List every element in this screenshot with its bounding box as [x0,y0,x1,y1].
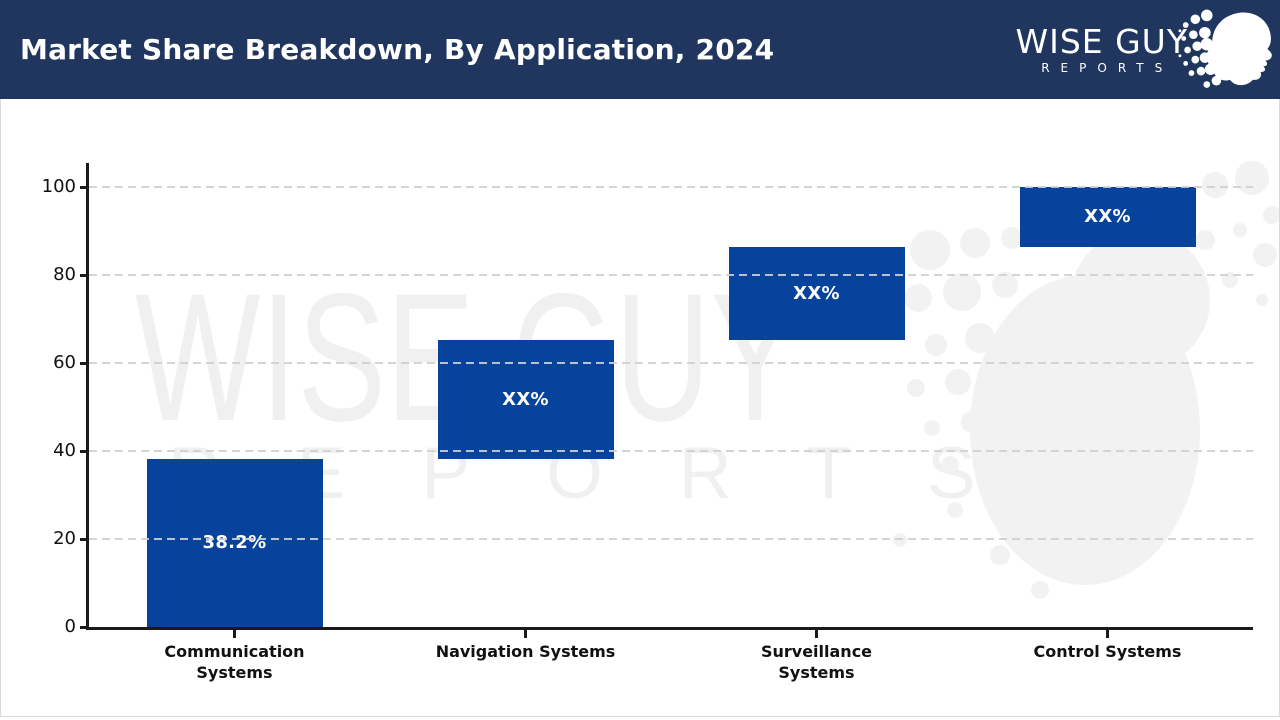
category-label-line: Surveillance [760,642,873,661]
page-title: Market Share Breakdown, By Application, … [20,33,775,66]
x-axis-line [86,627,1253,630]
logo-face-icon [1178,9,1272,88]
category-label-line: Control Systems [1033,642,1182,661]
y-axis-tick-60 [80,361,89,365]
y-axis-tick-80 [80,273,89,277]
bar-value-label: 38.2% [202,532,267,554]
category-label-3: Surveillance Systems [687,641,947,683]
y-tick-label-20: 20 [53,528,76,549]
bar-value-label: XX% [793,282,840,304]
bar-1: 38.2% [146,458,323,627]
gridline-40 [89,450,1253,452]
y-tick-label-0: 0 [64,616,76,637]
y-tick-label-80: 80 [53,264,76,285]
gridline-60 [89,362,1253,364]
category-label-4: Control Systems [978,641,1238,662]
y-axis-line [86,163,89,630]
x-axis-tick-4 [1106,630,1109,638]
bar-3: XX% [728,246,905,341]
y-axis-tick-100 [80,185,89,189]
gridline-80 [89,274,1253,276]
y-axis-tick-20 [80,537,89,541]
bar-value-label: XX% [1084,206,1131,228]
logo: WISE GUY REPORTS [1015,4,1274,96]
x-axis-tick-2 [524,630,527,638]
bar-4: XX% [1019,187,1196,247]
logo-wiseguy-label: WISE GUY [1015,21,1188,61]
header-bar: Market Share Breakdown, By Application, … [0,0,1280,99]
y-tick-label-100: 100 [41,176,76,197]
bar-value-label: XX% [502,389,549,410]
logo-text: WISE GUY REPORTS [1015,21,1188,76]
x-axis-tick-3 [815,630,818,638]
category-label-2: Navigation Systems [396,641,656,662]
x-axis-tick-1 [233,630,236,638]
category-label-1: Communication Systems [105,641,365,683]
y-tick-label-40: 40 [53,440,76,461]
bar-2: XX% [437,340,614,459]
y-tick-label-60: 60 [53,352,76,373]
gridline-20 [89,538,1253,540]
gridline-100 [89,186,1253,188]
y-axis-tick-40 [80,449,89,453]
logo-reports-label: REPORTS [1041,61,1174,76]
category-label-line: Systems [196,663,273,682]
category-label-line: Communication [164,642,305,661]
category-label-line: Systems [778,663,855,682]
category-label-line: Navigation Systems [435,642,616,661]
y-axis-tick-0 [80,625,89,629]
